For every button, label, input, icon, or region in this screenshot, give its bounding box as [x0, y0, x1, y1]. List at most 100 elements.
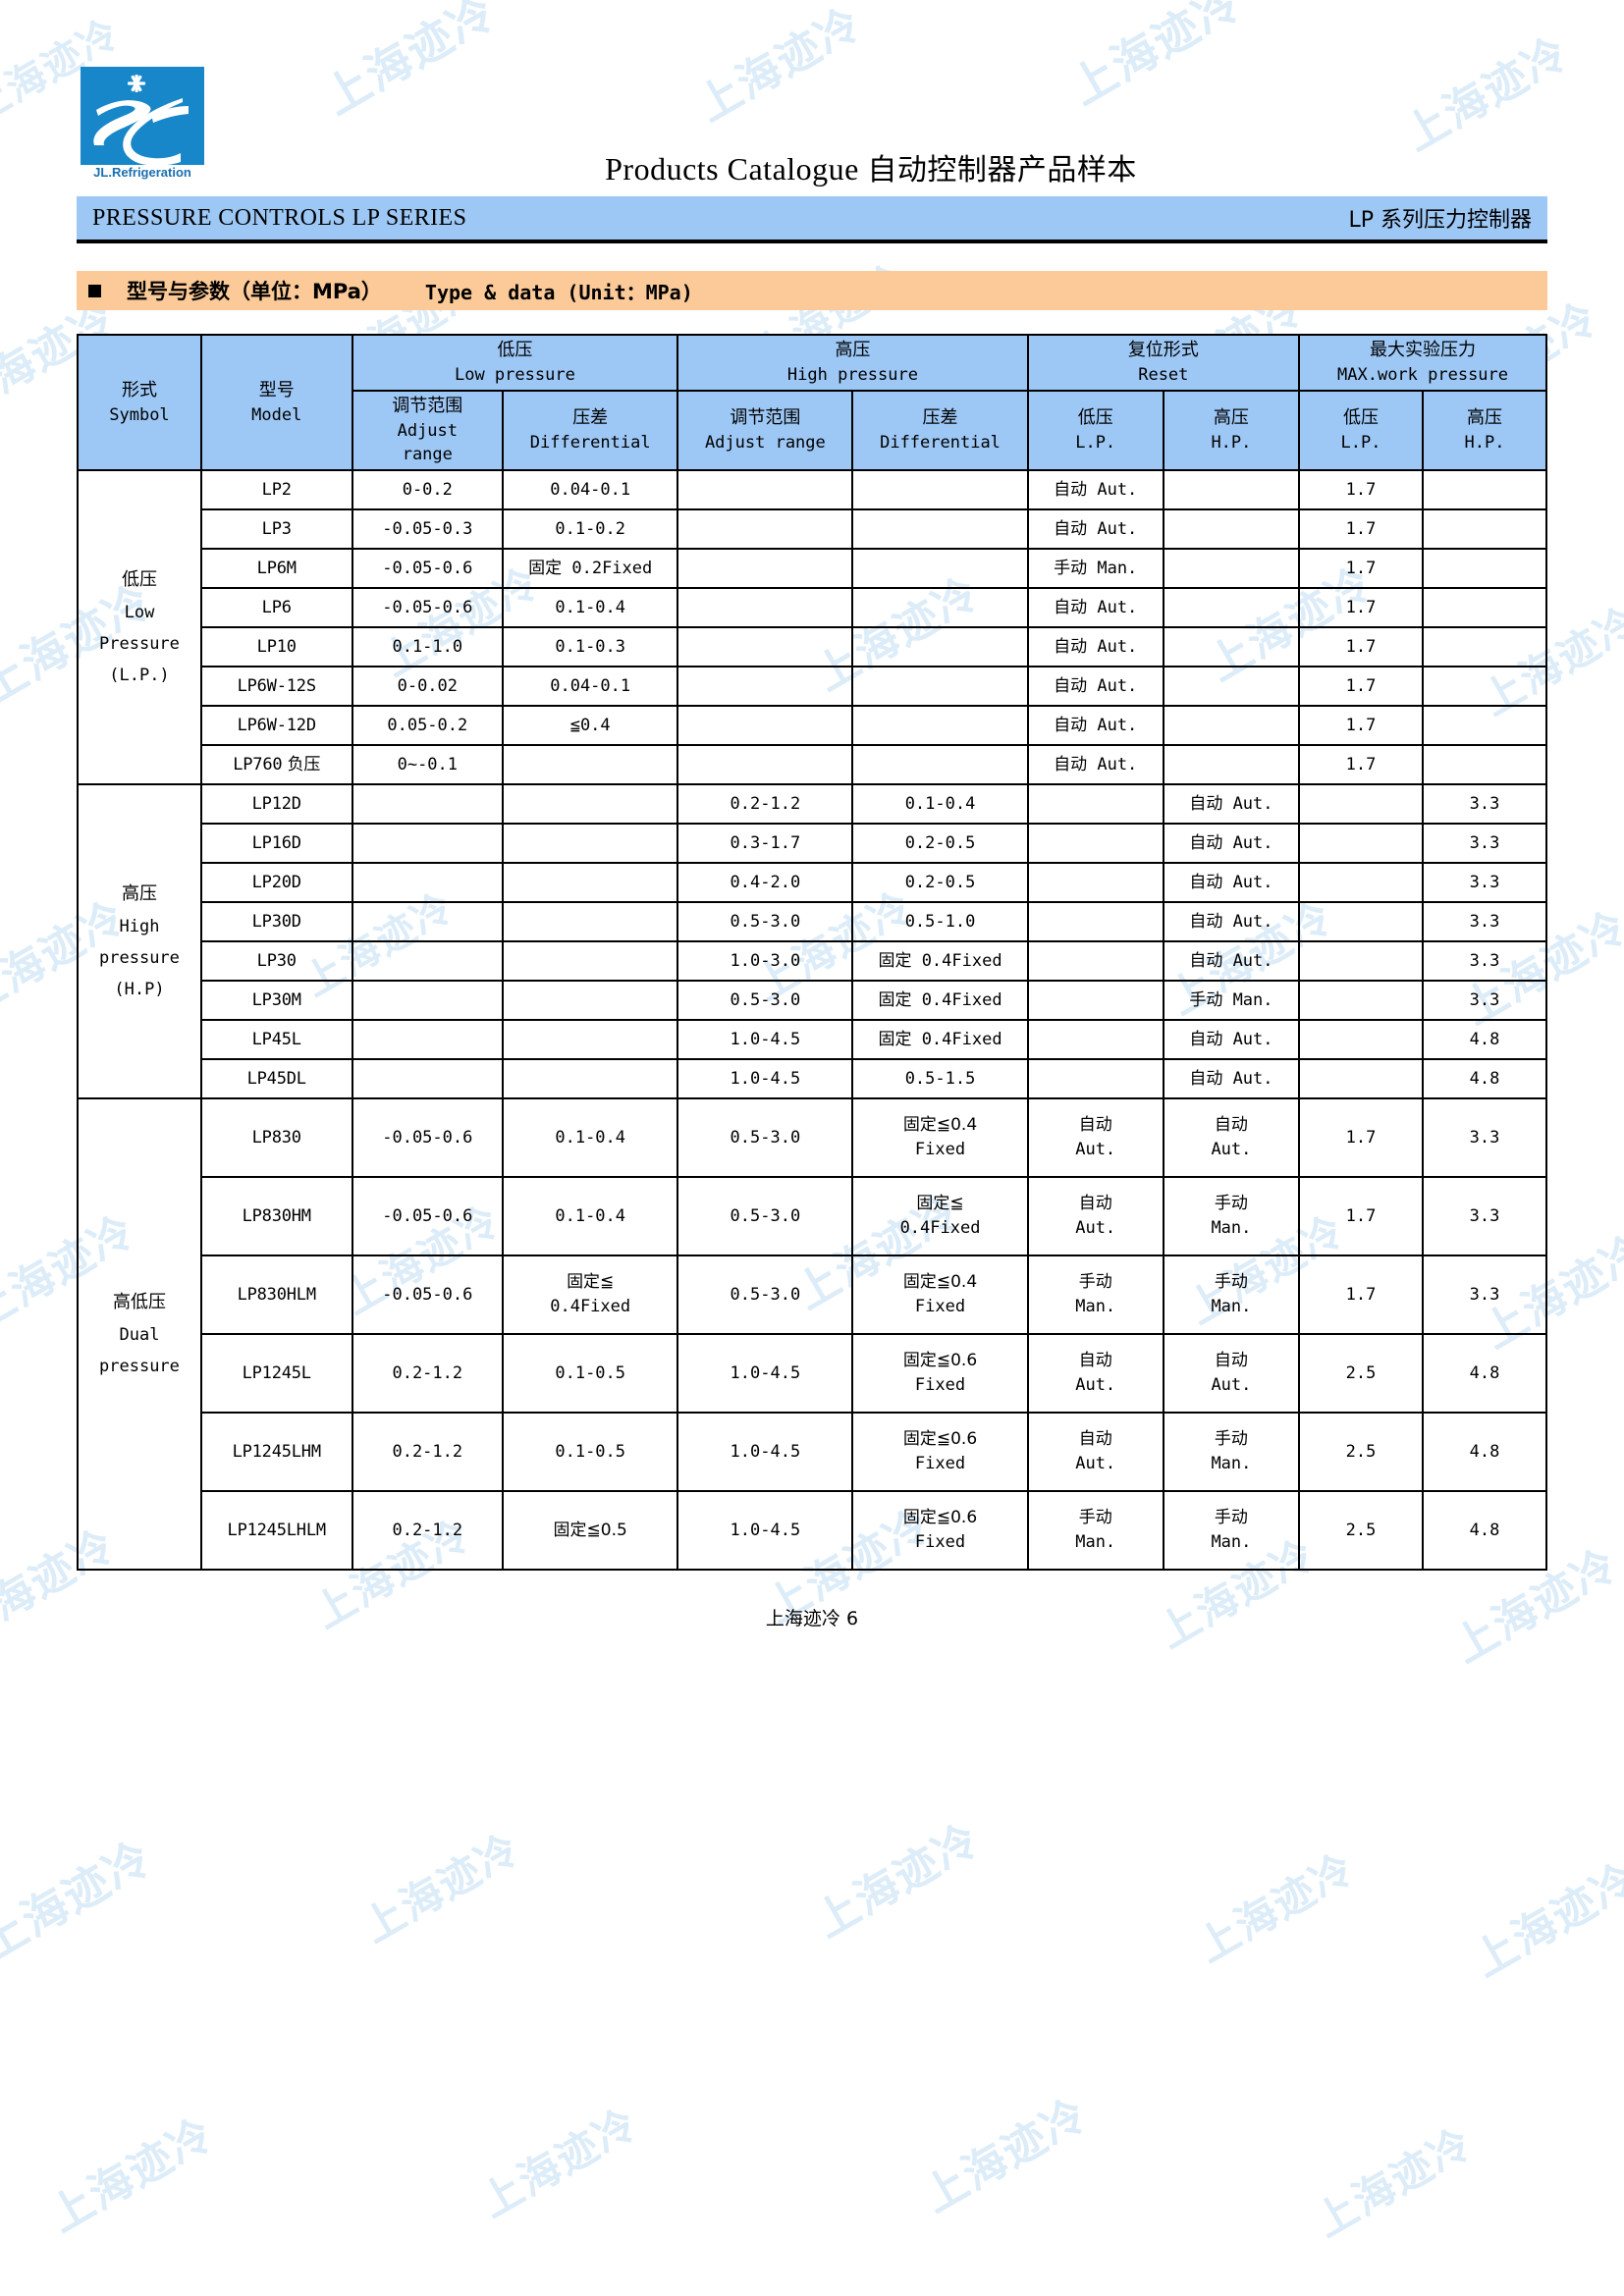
- cell-max-hp: 4.8: [1421, 1412, 1548, 1493]
- cell-lp-diff: [502, 901, 679, 943]
- cell-hp-diff: 固定≦0.6 Fixed: [851, 1490, 1029, 1572]
- cell-max-hp: 3.3: [1421, 823, 1548, 865]
- cell-lp-adjust: -0.05-0.6: [351, 1176, 505, 1257]
- table-row: LP6W-12D 0.05-0.2 ≦0.4 自动 Aut. 1.7: [78, 705, 1548, 747]
- cell-reset-hp: 手动 Man.: [1162, 980, 1301, 1022]
- cell-hp-adjust: [677, 508, 854, 551]
- watermark-text: 上海迹冷: [1189, 1842, 1363, 1972]
- cell-model: LP30: [199, 940, 353, 983]
- cell-lp-diff: 0.04-0.1: [502, 469, 679, 511]
- th-model-en: Model: [251, 404, 302, 425]
- spec-table-body: 低压 Low Pressure (L.P.) LP2 0-0.2 0.04-0.1 自动 Au…: [77, 469, 1548, 1572]
- cell-model: LP2: [199, 469, 353, 511]
- th-low-pressure: 低压 Low pressure: [351, 334, 679, 392]
- cell-max-lp: 2.5: [1298, 1333, 1424, 1415]
- cell-hp-diff: [851, 705, 1029, 747]
- th-max-lp: 低压 L.P.: [1298, 389, 1424, 472]
- th-low-cn: 低压: [497, 340, 533, 360]
- cell-max-lp: 1.7: [1298, 1255, 1424, 1336]
- cell-model: LP12D: [199, 783, 353, 826]
- cell-hp-diff: [851, 548, 1029, 590]
- table-row: 高低压 Dual pressure LP830 -0.05-0.6 0.1-0.4 0.5-…: [77, 1097, 1548, 1572]
- series-band-left: PRESSURE CONTROLS LP SERIES: [92, 204, 467, 231]
- cell-model: LP760 负压: [199, 744, 353, 786]
- page-footer: 上海迹冷 6: [765, 1608, 859, 1630]
- cell-lp-adjust: 0.2-1.2: [351, 1333, 505, 1415]
- cell-hp-diff: [851, 587, 1029, 629]
- group-label-line: Pressure: [99, 634, 180, 655]
- cell-model: LP6W-12S: [199, 666, 353, 708]
- cell-max-lp: 1.7: [1298, 587, 1424, 629]
- cell-max-hp: 4.8: [1421, 1019, 1548, 1061]
- th-max-hp-en: H.P.: [1464, 433, 1505, 454]
- cell-hp-adjust: 1.0-4.5: [677, 1019, 854, 1061]
- cell-hp-adjust: [677, 548, 854, 590]
- cell-hp-diff: 固定 0.4Fixed: [851, 1019, 1029, 1061]
- th-reset-hp-cn: 高压: [1213, 407, 1249, 429]
- cell-model: LP10: [199, 626, 353, 668]
- th-model-cn: 型号: [258, 379, 295, 400]
- logo-caption: JL.Refrigeration: [93, 165, 191, 180]
- group-label-line: 低压: [121, 568, 157, 590]
- cell-max-hp: 3.3: [1421, 783, 1548, 826]
- cell-max-hp: 3.3: [1421, 901, 1548, 943]
- cell-hp-diff: 0.1-0.4: [851, 783, 1029, 826]
- cell-hp-adjust: 0.5-3.0: [677, 1097, 854, 1179]
- cell-reset-lp: [1026, 1019, 1164, 1061]
- cell-reset-lp: 自动 Aut.: [1026, 1097, 1164, 1179]
- cell-max-hp: 3.3: [1421, 1255, 1548, 1336]
- cell-reset-hp: 自动 Aut.: [1162, 940, 1301, 983]
- th-reset-en: Reset: [1138, 365, 1189, 386]
- watermark-text: 上海迹冷: [914, 2088, 1097, 2222]
- cell-reset-hp: [1162, 587, 1301, 629]
- cell-hp-adjust: 1.0-4.5: [677, 1333, 854, 1415]
- series-band: PRESSURE CONTROLS LP SERIES LP 系列压力控制器: [77, 196, 1547, 240]
- cell-reset-lp: [1026, 940, 1164, 983]
- group-label-line: (L.P.): [109, 666, 170, 686]
- table-row: LP760 负压 0~-0.1 自动 Aut. 1.7: [78, 744, 1548, 786]
- square-bullet-icon: [88, 284, 101, 297]
- cell-model: LP6M: [199, 548, 353, 590]
- spec-table: 形式 Symbol 型号 Model 低压 Low pressure 高压 Hi…: [77, 333, 1548, 1572]
- cell-max-lp: [1298, 783, 1424, 826]
- doc-title-cn: 自动控制器产品样本: [867, 153, 1137, 187]
- cell-model: LP6W-12D: [199, 705, 353, 747]
- cell-lp-diff: [502, 783, 679, 826]
- cell-hp-diff: [851, 508, 1029, 551]
- cell-lp-adjust: 0.05-0.2: [351, 705, 505, 747]
- cell-reset-lp: [1026, 862, 1164, 904]
- cell-reset-hp: 手动 Man.: [1162, 1176, 1301, 1257]
- table-row: LP1245L 0.2-1.2 0.1-0.5 1.0-4.5 固定≦0.6 Fixed 自…: [78, 1333, 1548, 1415]
- cell-lp-adjust: [351, 862, 505, 904]
- cell-lp-diff: 0.1-0.2: [502, 508, 679, 551]
- cell-lp-adjust: -0.05-0.3: [351, 508, 505, 551]
- table-row: LP1245LHM 0.2-1.2 0.1-0.5 1.0-4.5 固定≦0.6 Fixe…: [78, 1412, 1548, 1493]
- cell-max-lp: 1.7: [1298, 705, 1424, 747]
- group-label-cell: 低压 Low Pressure (L.P.): [77, 469, 202, 786]
- page-title: Products Catalogue 自动控制器产品样本: [0, 145, 1624, 188]
- cell-max-hp: 3.3: [1421, 1097, 1548, 1179]
- cell-max-lp: [1298, 980, 1424, 1022]
- cell-hp-diff: 0.2-0.5: [851, 823, 1029, 865]
- cell-reset-hp: [1162, 626, 1301, 668]
- cell-max-lp: [1298, 823, 1424, 865]
- cell-lp-diff: [502, 744, 679, 786]
- cell-hp-adjust: 0.5-3.0: [677, 1176, 854, 1257]
- cell-lp-adjust: 0-0.2: [351, 469, 505, 511]
- cell-hp-diff: 0.5-1.5: [851, 1058, 1029, 1100]
- th-hp-adjust: 调节范围 Adjust range: [677, 389, 854, 472]
- cell-max-hp: [1421, 705, 1548, 747]
- cell-hp-adjust: 0.3-1.7: [677, 823, 854, 865]
- cell-max-hp: [1421, 744, 1548, 786]
- th-symbol-en: Symbol: [109, 404, 170, 425]
- th-high-en: High pressure: [786, 365, 918, 386]
- cell-max-hp: [1421, 587, 1548, 629]
- cell-max-hp: [1421, 469, 1548, 511]
- company-logo: [81, 67, 204, 165]
- th-low-en: Low pressure: [454, 365, 575, 386]
- cell-max-hp: 3.3: [1421, 1176, 1548, 1257]
- cell-hp-adjust: 0.5-3.0: [677, 901, 854, 943]
- header-row-sub: 调节范围 Adjust range 压差 Differential 调节范围 A…: [78, 389, 1548, 472]
- group-label-line: (H.P): [114, 980, 165, 1000]
